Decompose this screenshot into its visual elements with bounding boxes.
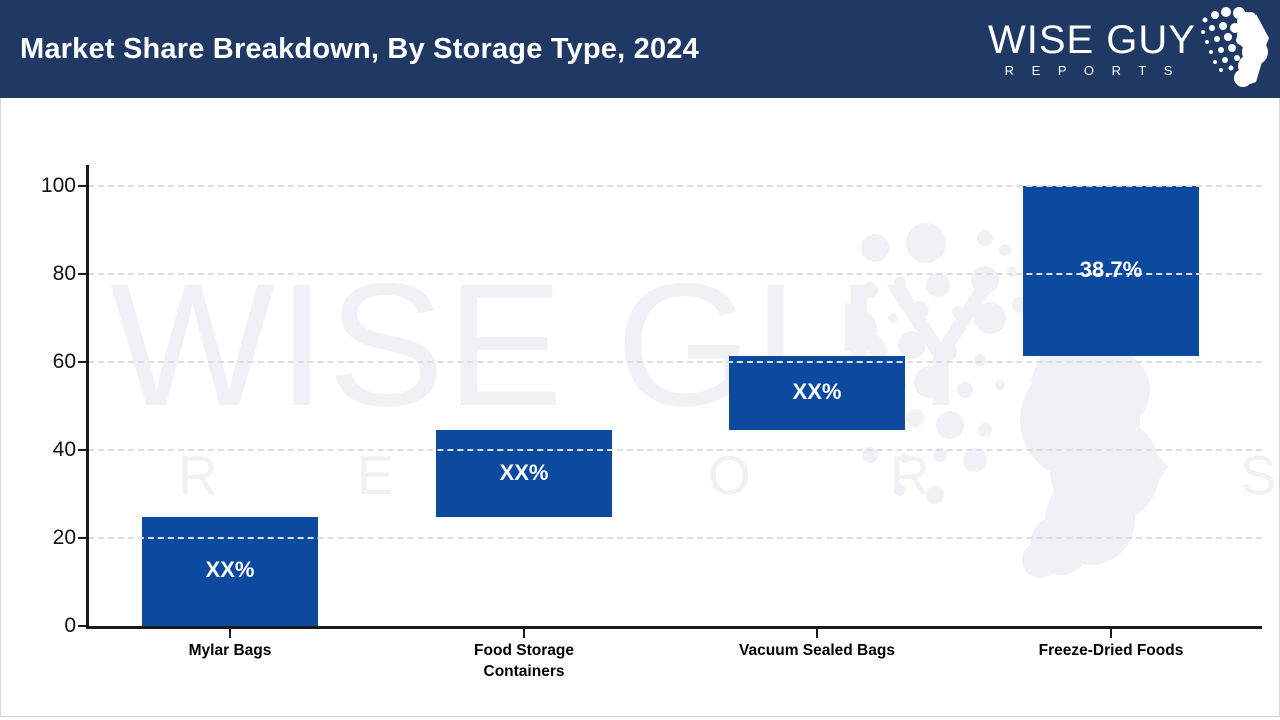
wiseguy-logo-name: WISE GUY (987, 18, 1196, 62)
y-tick-label: 60 (52, 350, 76, 373)
y-gridline (88, 449, 1262, 451)
bar-value-label: 38.7% (1079, 257, 1143, 283)
y-tick-mark (78, 625, 88, 627)
bar-1 (142, 516, 318, 626)
bar-3 (729, 356, 905, 431)
x-category-label: Vacuum Sealed Bags (687, 640, 947, 661)
y-tick-label: 80 (52, 262, 76, 285)
y-tick-mark (78, 537, 88, 539)
page-left-border (0, 98, 1, 717)
x-category-label-line: Freeze-Dried Foods (1038, 642, 1184, 659)
x-tick-mark (229, 629, 231, 638)
page-title: Market Share Breakdown, By Storage Type,… (20, 32, 699, 65)
wiseguy-logo-text: WISE GUY R E P O R T S (988, 20, 1196, 78)
x-category-label: Freeze-Dried Foods (981, 640, 1241, 661)
y-tick-mark (78, 185, 88, 187)
y-gridline (88, 185, 1262, 187)
x-tick-mark (523, 629, 525, 638)
bar-2 (436, 430, 612, 517)
wiseguy-logo-tagline: R E P O R T S (1004, 63, 1180, 78)
wiseguy-face-dots-icon (1198, 4, 1270, 95)
x-axis-line (86, 626, 1262, 629)
y-tick-label: 20 (52, 526, 76, 549)
wiseguy-logo: WISE GUY R E P O R T S (988, 4, 1270, 94)
x-category-label-line: Food Storage (474, 642, 574, 659)
y-tick-mark (78, 449, 88, 451)
y-tick-label: 0 (64, 614, 76, 637)
x-category-label-line: Vacuum Sealed Bags (739, 642, 895, 659)
header-banner: Market Share Breakdown, By Storage Type,… (0, 0, 1280, 98)
y-tick-mark (78, 361, 88, 363)
x-category-label-line: Mylar Bags (188, 642, 272, 659)
page-bottom-border (0, 716, 1280, 717)
y-axis-line (86, 165, 89, 629)
x-category-label: Mylar Bags (100, 640, 360, 661)
y-tick-mark (78, 273, 88, 275)
y-tick-label: 40 (52, 438, 76, 461)
bar-value-label: XX% (792, 379, 842, 405)
y-gridline (88, 537, 1262, 539)
x-tick-mark (816, 629, 818, 638)
y-gridline (88, 273, 1262, 275)
watermark-face-dots-icon (833, 222, 1185, 587)
y-tick-label: 100 (40, 174, 76, 197)
x-category-label-line: Containers (483, 663, 565, 680)
y-gridline (88, 361, 1262, 363)
x-category-label: Food Storage Containers (394, 640, 654, 682)
bar-4 (1023, 186, 1199, 357)
x-tick-mark (1110, 629, 1112, 638)
bar-value-label: XX% (499, 459, 549, 485)
bar-value-label: XX% (205, 557, 255, 583)
